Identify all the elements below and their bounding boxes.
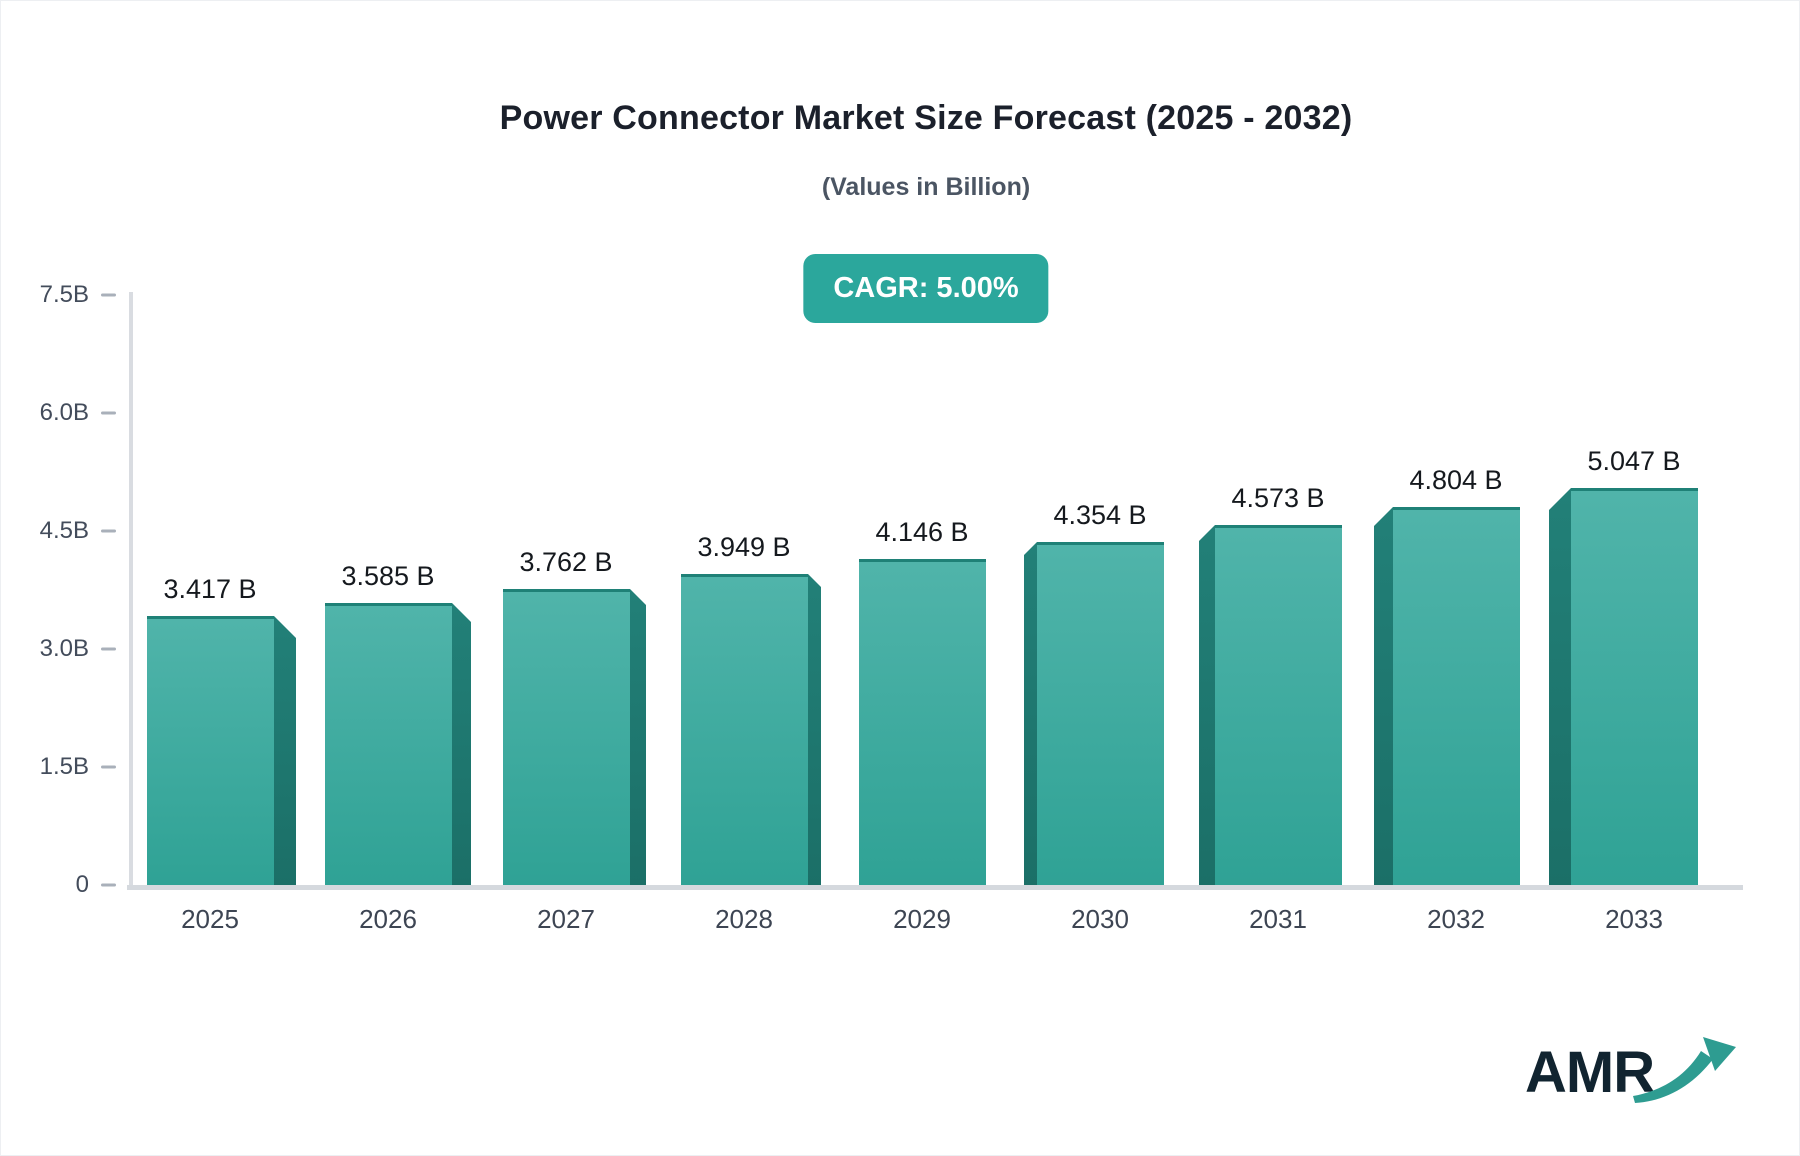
- bar-side-face: [1374, 507, 1393, 885]
- bar-side-face: [630, 589, 646, 885]
- y-tick-dash: [101, 883, 116, 887]
- x-tick-label: 2025: [181, 904, 239, 934]
- x-tick-label: 2032: [1427, 904, 1485, 934]
- y-tick-dash: [101, 293, 116, 297]
- bar-2033: [1571, 488, 1698, 885]
- bar-value-label: 3.762 B: [519, 547, 613, 577]
- amr-logo: AMR: [1525, 1031, 1736, 1121]
- bar-side-face: [1024, 542, 1037, 885]
- bar-2028: [681, 574, 808, 885]
- bar-value-label: 5.047 B: [1587, 446, 1681, 476]
- bar-2025: [147, 616, 274, 885]
- y-tick-dash: [101, 529, 116, 533]
- y-tick-dash: [101, 411, 116, 415]
- bar-value-label: 3.585 B: [341, 561, 435, 591]
- bar-side-face: [452, 603, 471, 885]
- amr-logo-text: AMR: [1525, 1040, 1655, 1105]
- bar-value-label: 3.949 B: [697, 532, 791, 562]
- x-tick-label: 2026: [359, 904, 417, 934]
- bar-value-label: 4.354 B: [1053, 500, 1147, 530]
- bar-side-face: [1549, 488, 1571, 885]
- y-tick-label: 1.5B: [39, 752, 89, 780]
- x-tick-label: 2031: [1249, 904, 1307, 934]
- bar-2027: [503, 589, 630, 885]
- bar-side-face: [274, 616, 296, 885]
- x-tick-label: 2033: [1605, 904, 1663, 934]
- y-tick-dash: [101, 647, 116, 651]
- chart-subtitle: (Values in Billion): [821, 173, 1031, 201]
- y-tick-label: 3.0B: [39, 634, 89, 662]
- y-tick-label: 4.5B: [39, 516, 89, 544]
- y-tick-label: 0: [75, 871, 89, 898]
- cagr-badge: CAGR: 5.00%: [803, 254, 1049, 323]
- bar-value-label: 4.146 B: [875, 517, 969, 547]
- y-tick-label: 7.5B: [39, 280, 89, 308]
- bar-2030: [1037, 542, 1164, 885]
- x-tick-label: 2028: [715, 904, 773, 934]
- bar-value-label: 3.417 B: [163, 574, 257, 604]
- x-axis-baseline: [127, 885, 1743, 890]
- chart-title: Power Connector Market Size Forecast (20…: [499, 99, 1353, 137]
- y-tick-dash: [101, 765, 116, 769]
- bar-side-face: [1199, 525, 1215, 885]
- bar-value-label: 4.573 B: [1231, 483, 1325, 513]
- y-tick-label: 6.0B: [39, 398, 89, 426]
- bar-side-face: [808, 574, 821, 885]
- bar-value-label: 4.804 B: [1409, 465, 1503, 495]
- bar-2026: [325, 603, 452, 885]
- bar-2029: [859, 559, 986, 885]
- bar-2031: [1215, 525, 1342, 885]
- bar-2032: [1393, 507, 1520, 885]
- x-tick-label: 2030: [1071, 904, 1129, 934]
- y-axis-line: [129, 292, 133, 885]
- x-tick-label: 2027: [537, 904, 595, 934]
- growth-arrow-icon: [1633, 1037, 1736, 1103]
- x-tick-label: 2029: [893, 904, 951, 934]
